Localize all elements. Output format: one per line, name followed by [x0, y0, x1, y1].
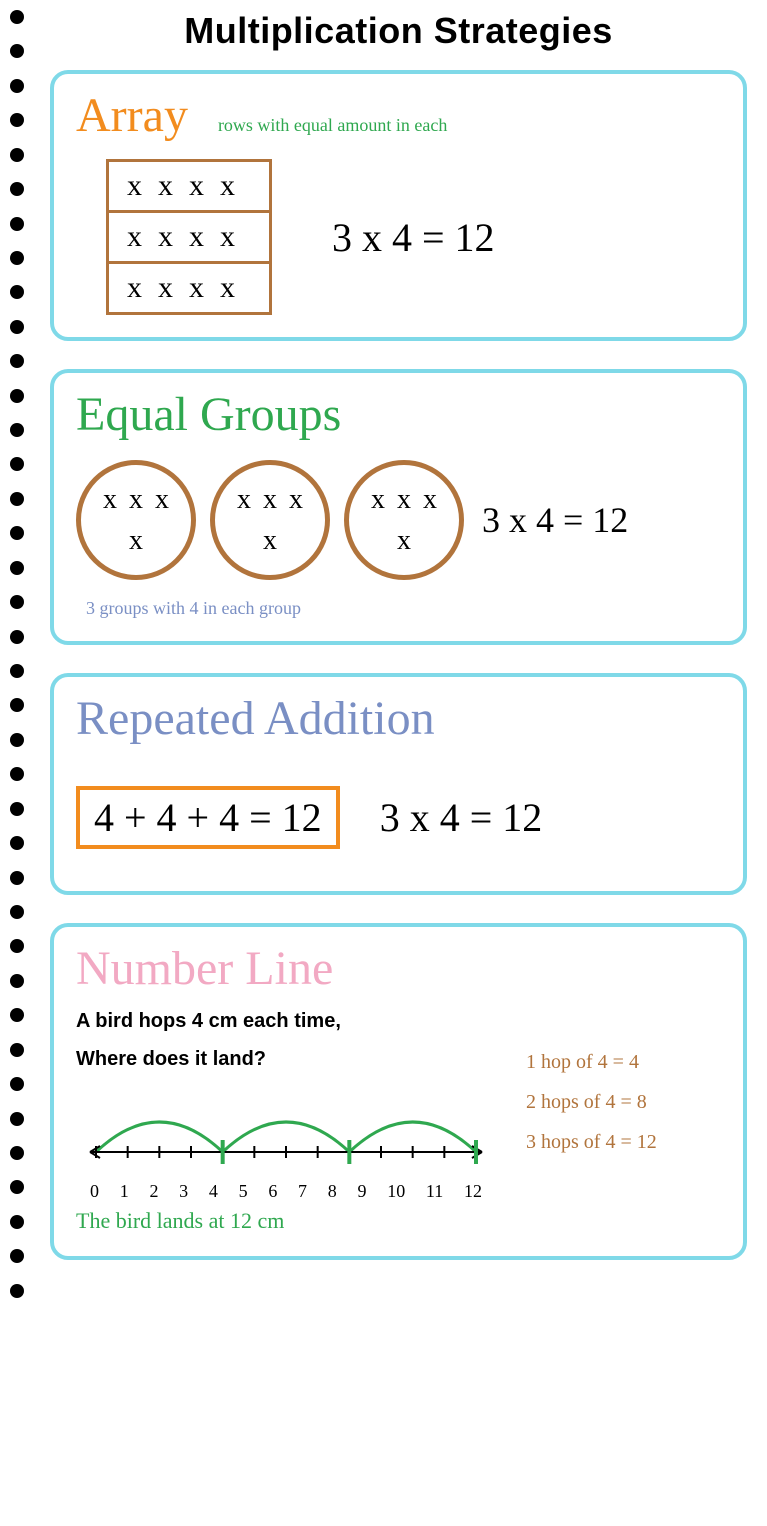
equal-groups-circles: xxxxxxxxxxxx — [76, 460, 464, 580]
group-circle: xxxx — [76, 460, 196, 580]
equal-groups-body: xxxxxxxxxxxx 3 x 4 = 12 — [76, 460, 721, 580]
card-number-line: Number Line A bird hops 4 cm each time, … — [50, 923, 747, 1260]
number-line-answer: The bird lands at 12 cm — [76, 1208, 496, 1234]
array-row: xxxx — [106, 264, 272, 315]
equal-groups-caption: 3 groups with 4 in each group — [86, 598, 721, 619]
number-line-question-1: A bird hops 4 cm each time, — [76, 1006, 496, 1036]
tick-label: 6 — [268, 1181, 277, 1202]
tick-label: 4 — [209, 1181, 218, 1202]
number-line-hops-list: 1 hop of 4 = 42 hops of 4 = 83 hops of 4… — [526, 1002, 721, 1162]
hop-line: 1 hop of 4 = 4 — [526, 1042, 721, 1082]
equal-groups-title: Equal Groups — [76, 387, 721, 442]
group-mark: x — [237, 486, 251, 514]
number-line-tick-labels: 0123456789101112 — [76, 1181, 496, 1202]
number-line-question-2: Where does it land? — [76, 1044, 496, 1074]
array-row: xxxx — [106, 159, 272, 213]
repeated-addition-boxed: 4 + 4 + 4 = 12 — [76, 786, 340, 849]
card-repeated-addition: Repeated Addition 4 + 4 + 4 = 12 3 x 4 =… — [50, 673, 747, 895]
array-title: Array — [76, 88, 188, 143]
group-mark: x — [397, 486, 411, 514]
group-mark: x — [263, 486, 277, 514]
group-mark: x — [289, 486, 303, 514]
binder-holes — [10, 10, 30, 1298]
array-equation: 3 x 4 = 12 — [332, 214, 495, 261]
worksheet-page: Multiplication Strategies Array rows wit… — [0, 0, 767, 1308]
card-equal-groups: Equal Groups xxxxxxxxxxxx 3 x 4 = 12 3 g… — [50, 369, 747, 645]
tick-label: 10 — [387, 1181, 405, 1202]
repeated-addition-title: Repeated Addition — [76, 691, 721, 746]
tick-label: 8 — [328, 1181, 337, 1202]
tick-label: 2 — [149, 1181, 158, 1202]
repeated-addition-equation: 3 x 4 = 12 — [380, 794, 543, 841]
array-subtitle: rows with equal amount in each — [218, 115, 447, 136]
tick-label: 3 — [179, 1181, 188, 1202]
equal-groups-equation: 3 x 4 = 12 — [482, 499, 628, 541]
group-mark: x — [155, 486, 169, 514]
number-line-title: Number Line — [76, 941, 721, 996]
number-line-left: A bird hops 4 cm each time, Where does i… — [76, 1002, 496, 1234]
tick-label: 1 — [120, 1181, 129, 1202]
hop-line: 2 hops of 4 = 8 — [526, 1082, 721, 1122]
card-array: Array rows with equal amount in each xxx… — [50, 70, 747, 341]
array-grid: xxxxxxxxxxxx — [106, 159, 272, 315]
group-mark: x — [129, 486, 143, 514]
group-circle: xxxx — [344, 460, 464, 580]
group-mark: x — [129, 527, 143, 555]
group-mark: x — [423, 486, 437, 514]
hop-line: 3 hops of 4 = 12 — [526, 1122, 721, 1162]
tick-label: 5 — [239, 1181, 248, 1202]
group-mark: x — [103, 486, 117, 514]
page-title: Multiplication Strategies — [50, 10, 747, 52]
tick-label: 7 — [298, 1181, 307, 1202]
group-mark: x — [263, 527, 277, 555]
tick-label: 12 — [464, 1181, 482, 1202]
tick-label: 11 — [426, 1181, 443, 1202]
array-row: xxxx — [106, 213, 272, 264]
group-mark: x — [397, 527, 411, 555]
number-line-svg — [76, 1082, 496, 1172]
tick-label: 9 — [357, 1181, 366, 1202]
tick-label: 0 — [90, 1181, 99, 1202]
group-mark: x — [371, 486, 385, 514]
group-circle: xxxx — [210, 460, 330, 580]
